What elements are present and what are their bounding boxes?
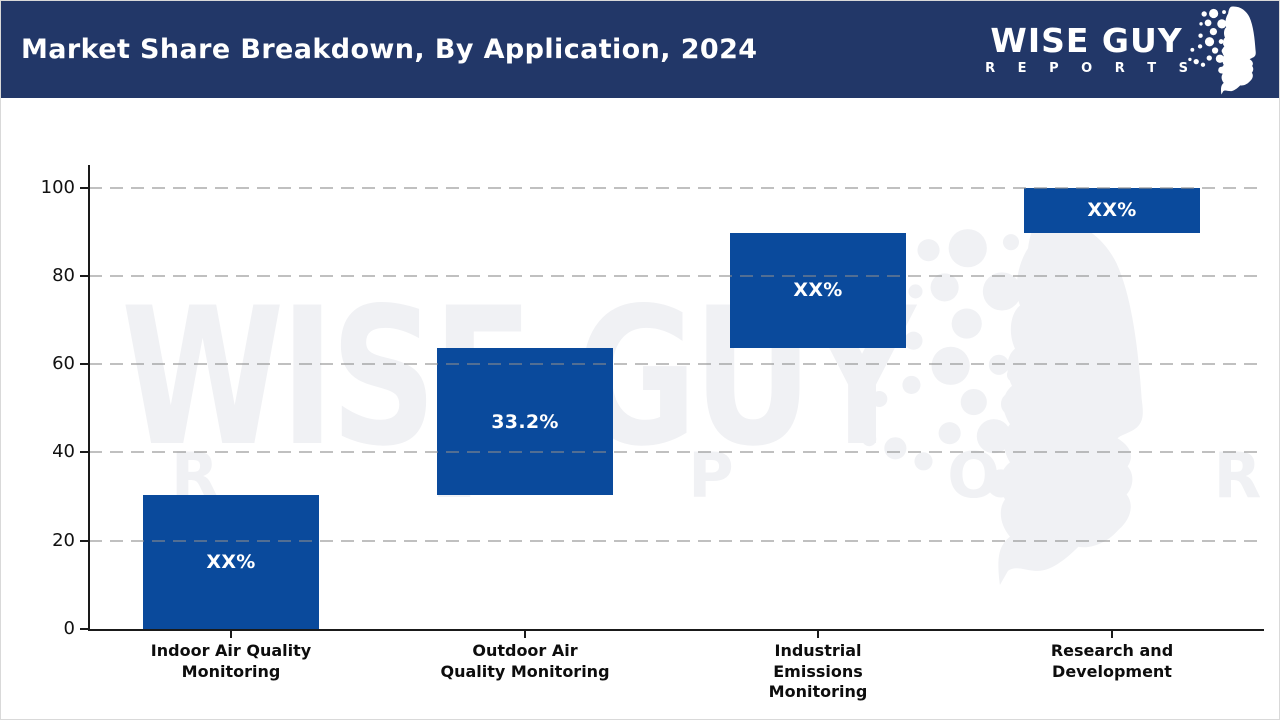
gridline-y-60 [89,363,1263,366]
y-axis-line [88,165,90,631]
y-tick-60 [80,363,88,366]
y-tick-label-60: 60 [52,353,75,375]
wiseguy-face-icon [1188,6,1256,95]
x-tick-2 [524,631,526,638]
bar-2 [437,348,613,495]
bar-1 [143,494,319,629]
header-bar: Market Share Breakdown, By Application, … [1,1,1279,98]
x-category-label: Industrial Emissions Monitoring [768,641,868,701]
bar-value-label: 33.2% [491,410,559,433]
bar-value-label: XX% [793,279,843,302]
gridline-y-20 [89,539,1263,542]
gridline-y-40 [89,451,1263,454]
x-category-label: Indoor Air Quality Monitoring [150,641,312,681]
x-tick-1 [230,631,232,638]
y-tick-40 [80,451,88,454]
x-axis-line [88,629,1264,631]
logo-subtext: R E P O R T S [985,60,1197,76]
bar-3 [730,232,906,349]
bar-4 [1024,187,1200,233]
gridline-y-80 [89,274,1263,277]
wiseguy-logo: WISE GUY R E P O R T S [976,5,1267,95]
y-tick-0 [80,628,88,630]
y-tick-80 [80,274,88,277]
y-tick-label-40: 40 [52,441,75,463]
report-title: Market Share Breakdown, By Application, … [21,34,758,65]
x-tick-4 [1111,631,1113,638]
y-tick-20 [80,539,88,542]
x-category-label: Research and Development [1050,641,1174,681]
bar-value-label: XX% [206,550,256,573]
gridline-y-100 [89,186,1263,189]
x-tick-3 [817,631,819,638]
x-category-label: Outdoor Air Quality Monitoring [440,641,610,681]
y-tick-label-100: 100 [40,176,75,198]
y-tick-100 [80,186,88,189]
plot-area: XX% 33.2% XX% XX% [89,171,1263,629]
y-tick-label-20: 20 [52,529,75,551]
y-tick-label-80: 80 [52,264,75,286]
bar-value-label: XX% [1087,199,1137,222]
logo-wordmark: WISE GUY [990,20,1183,60]
y-tick-label-0: 0 [63,618,75,639]
